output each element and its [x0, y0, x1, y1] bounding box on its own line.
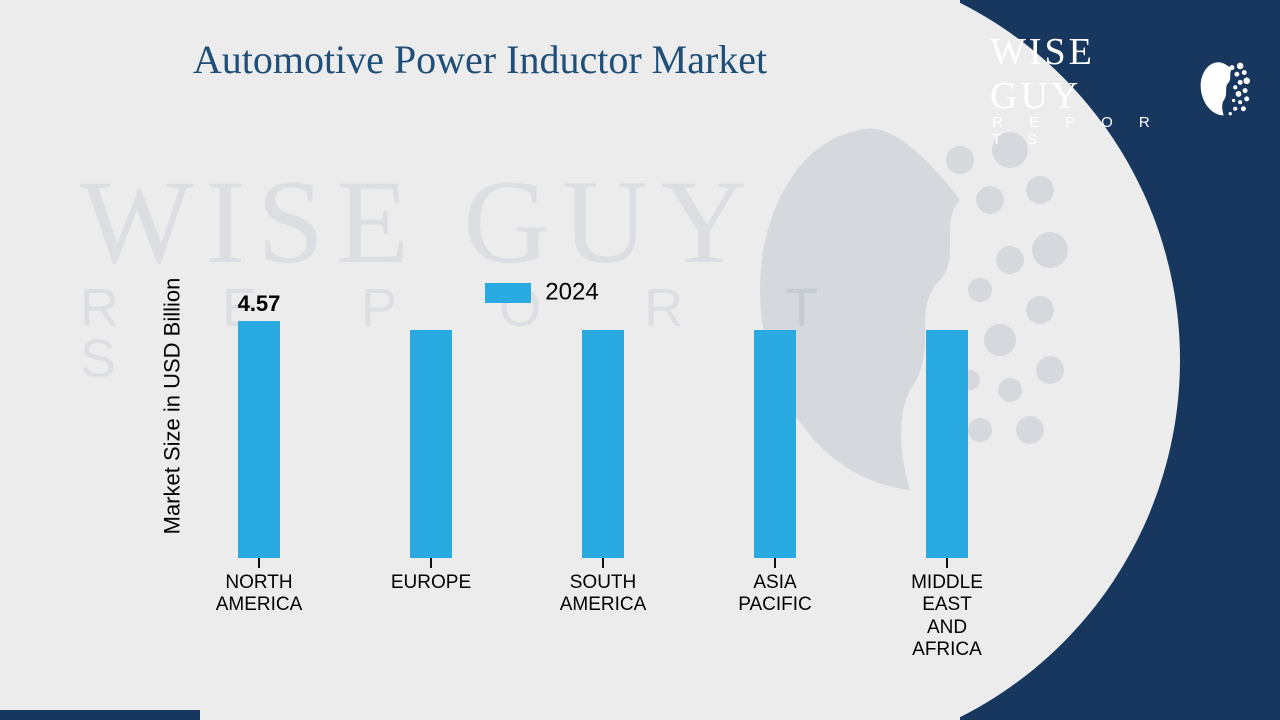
plot-area: 2024 4.57 NORTHAMERICAEUROPESOUTHAMERICA…	[124, 126, 960, 686]
bottom-accent-bar	[0, 710, 200, 720]
x-tick-label: EUROPE	[356, 572, 506, 594]
chart-stage: WISE GUY R E P O R T S Automotive Power …	[0, 0, 1280, 720]
bar	[238, 321, 280, 558]
x-tick	[258, 558, 260, 568]
bar-value-label: 4.57	[238, 291, 281, 317]
bar	[582, 330, 624, 558]
bar	[410, 330, 452, 558]
brand-logo: WISE GUY R E P O R T S	[990, 30, 1250, 148]
bar	[926, 330, 968, 558]
x-tick	[946, 558, 948, 568]
bars-area: 4.57	[124, 126, 960, 558]
bar	[754, 330, 796, 558]
chart-title: Automotive Power Inductor Market	[0, 36, 960, 83]
x-tick-label: NORTHAMERICA	[184, 572, 334, 617]
x-tick-label: ASIAPACIFIC	[700, 572, 850, 617]
brand-line-2: R E P O R T S	[992, 114, 1189, 148]
brand-line-1: WISE GUY	[990, 30, 1189, 118]
x-tick	[602, 558, 604, 568]
brand-head-icon	[1199, 53, 1250, 125]
x-tick	[774, 558, 776, 568]
x-tick-label: SOUTHAMERICA	[528, 572, 678, 617]
x-tick	[430, 558, 432, 568]
chart-area: Market Size in USD Billion 2024 4.57 NOR…	[50, 126, 960, 686]
x-tick-label: MIDDLEEASTANDAFRICA	[872, 572, 1022, 662]
